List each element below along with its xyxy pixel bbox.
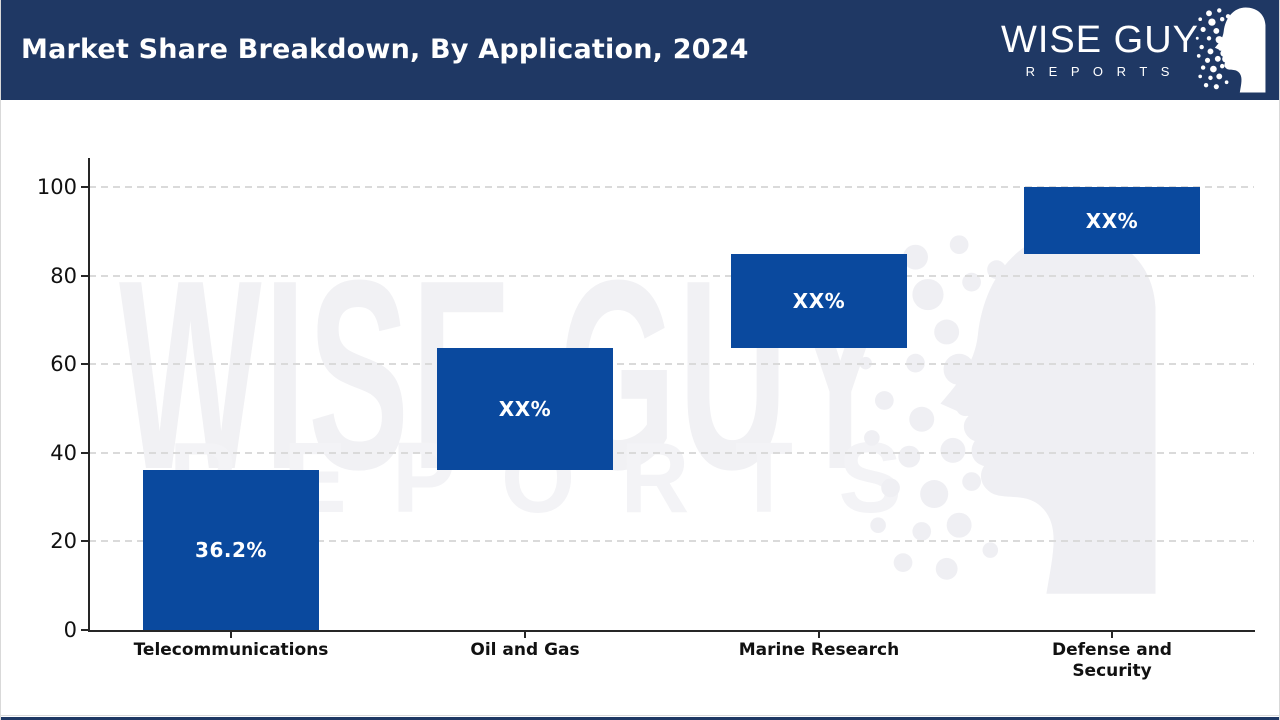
bar-telecommunications: 36.2%	[143, 470, 319, 630]
x-category-label: Defense and Security	[1052, 640, 1172, 681]
gridline-80	[89, 275, 1254, 277]
bar-value-label: XX%	[792, 289, 846, 313]
y-tickmark	[81, 452, 88, 454]
y-tickmark	[81, 275, 88, 277]
logo-text: WISE GUY R E P O R T S	[1000, 19, 1199, 79]
gridline-60	[89, 363, 1254, 365]
y-tick-label: 100	[36, 175, 77, 199]
bar-defense-and-security: XX%	[1024, 187, 1200, 254]
bar-value-label: 36.2%	[195, 538, 267, 562]
y-tickmark	[81, 629, 88, 631]
y-axis-line	[88, 158, 90, 632]
y-tick-label: 80	[50, 264, 77, 288]
gridline-40	[89, 452, 1254, 454]
logo-wordmark: WISE GUY	[1000, 19, 1199, 62]
footer-bar	[1, 717, 1279, 720]
wiseguy-logo: WISE GUY R E P O R T S	[1001, 6, 1269, 94]
x-category-label: Telecommunications	[133, 640, 329, 660]
x-category-label: Oil and Gas	[470, 640, 580, 660]
bar-value-label: XX%	[498, 397, 552, 421]
bar-value-label: XX%	[1085, 208, 1139, 233]
gridline-20	[89, 540, 1254, 542]
y-tick-label: 0	[63, 618, 77, 642]
bottom-border-line	[1, 715, 1279, 716]
y-tickmark	[81, 363, 88, 365]
y-tick-label: 40	[50, 441, 77, 465]
header-bar: Market Share Breakdown, By Application, …	[1, 0, 1279, 100]
x-category-label: Marine Research	[738, 640, 900, 660]
y-tickmark	[81, 186, 88, 188]
x-tickmark	[230, 632, 232, 638]
logo-face-icon	[1195, 7, 1266, 93]
chart-title: Market Share Breakdown, By Application, …	[21, 34, 749, 65]
bar-marine-research: XX%	[731, 254, 907, 348]
y-tickmark	[81, 540, 88, 542]
logo-subtitle: R E P O R T S	[1025, 63, 1175, 79]
x-tickmark	[524, 632, 526, 638]
y-tick-label: 20	[50, 529, 77, 553]
x-tickmark	[1111, 632, 1113, 638]
gridline-100	[89, 186, 1254, 188]
y-tick-label: 60	[50, 352, 77, 376]
bar-oil-and-gas: XX%	[437, 348, 613, 470]
x-axis-line	[88, 630, 1255, 632]
x-tickmark	[818, 632, 820, 638]
